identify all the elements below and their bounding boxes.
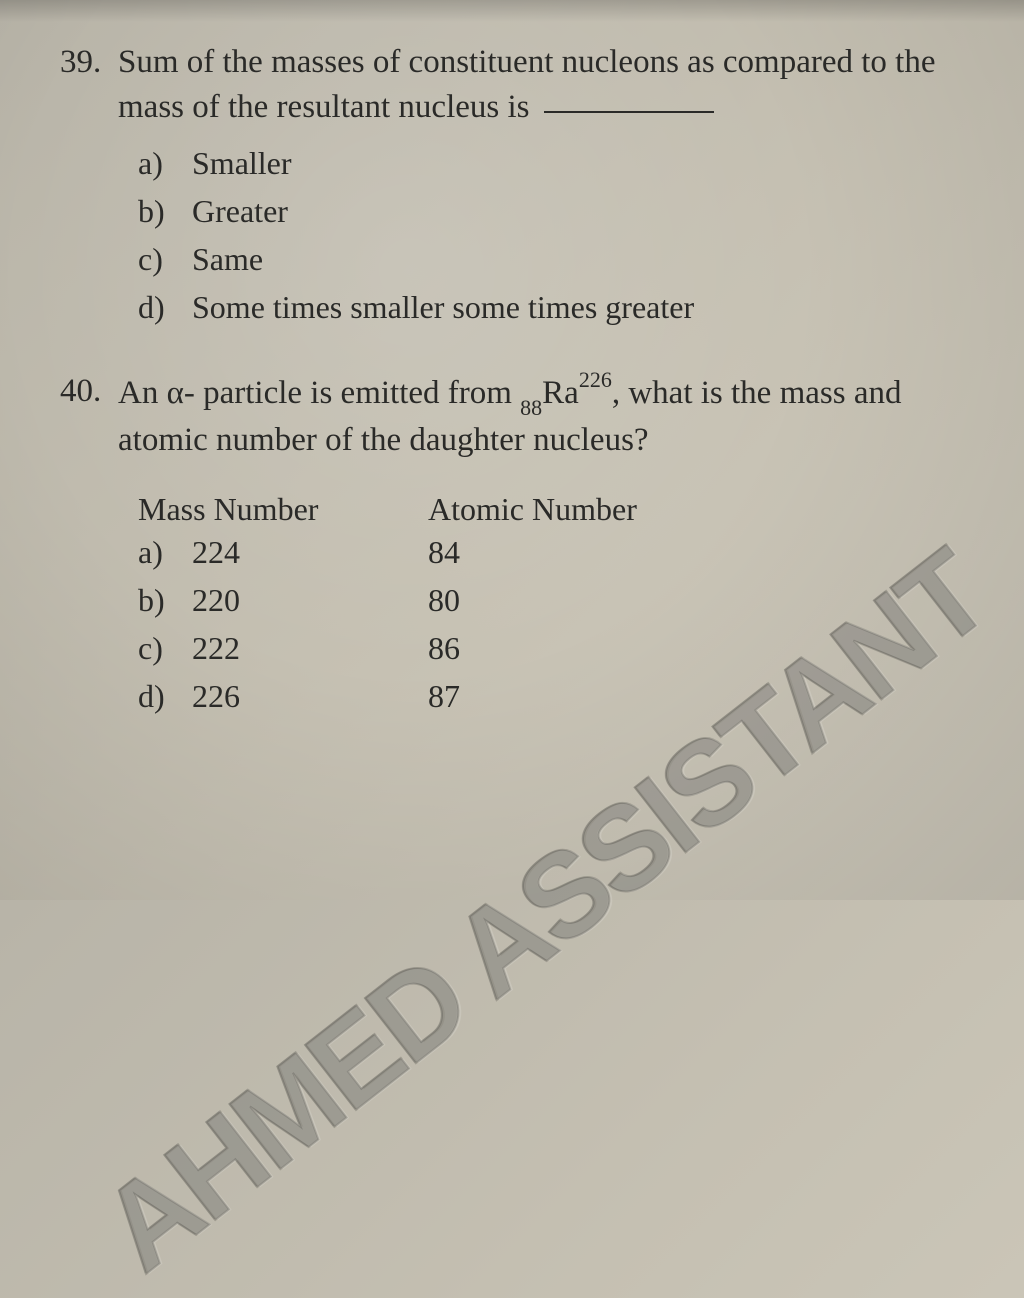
option-letter: d) [138,672,192,720]
option-text: Some times smaller some times greater [192,283,974,331]
option-40-c: c) 222 86 [138,624,974,672]
isotope-symbol: Ra [542,375,579,411]
header-atomic-number: Atomic Number [428,491,974,528]
option-40-a: a) 224 84 [138,528,974,576]
option-39-c: c) Same [138,235,974,283]
option-40-b: b) 220 80 [138,576,974,624]
option-39-d: d) Some times smaller some times greater [138,283,974,331]
question-39: 39. Sum of the masses of constituent nuc… [60,40,974,331]
question-39-text-span: Sum of the masses of constituent nucleon… [118,44,936,125]
question-40: 40. An α- particle is emitted from 88Ra2… [60,369,974,720]
question-40-stem: 40. An α- particle is emitted from 88Ra2… [60,369,974,463]
option-text: Same [192,235,974,283]
mass-number-value: 226 [192,672,428,720]
mass-number-value: 222 [192,624,428,672]
question-39-stem: 39. Sum of the masses of constituent nuc… [60,40,974,129]
option-letter: a) [138,139,192,187]
option-text: Smaller [192,139,974,187]
option-letter: c) [138,235,192,283]
page-content: 39. Sum of the masses of constituent nuc… [60,40,974,720]
question-40-text-pre: An α- particle is emitted from [118,375,520,411]
page-top-shadow [0,0,1024,22]
isotope-sup: 226 [579,367,612,392]
option-39-b: b) Greater [138,187,974,235]
atomic-number-value: 80 [428,576,974,624]
question-40-table-header: Mass Number Atomic Number [138,491,974,528]
option-40-d: d) 226 87 [138,672,974,720]
isotope-sub: 88 [520,395,542,420]
atomic-number-value: 84 [428,528,974,576]
isotope-ra226: 88Ra226 [520,375,612,411]
question-40-number: 40. [60,369,118,414]
atomic-number-value: 87 [428,672,974,720]
question-40-text: An α- particle is emitted from 88Ra226, … [118,369,974,463]
option-letter: b) [138,187,192,235]
mass-number-value: 224 [192,528,428,576]
option-letter: c) [138,624,192,672]
option-letter: a) [138,528,192,576]
mass-number-value: 220 [192,576,428,624]
option-letter: d) [138,283,192,331]
question-39-text: Sum of the masses of constituent nucleon… [118,40,974,129]
question-39-options: a) Smaller b) Greater c) Same d) Some ti… [138,139,974,331]
atomic-number-value: 86 [428,624,974,672]
fill-blank-line [544,111,714,113]
option-letter: b) [138,576,192,624]
question-39-number: 39. [60,40,118,85]
option-text: Greater [192,187,974,235]
header-mass-number: Mass Number [138,491,428,528]
option-39-a: a) Smaller [138,139,974,187]
